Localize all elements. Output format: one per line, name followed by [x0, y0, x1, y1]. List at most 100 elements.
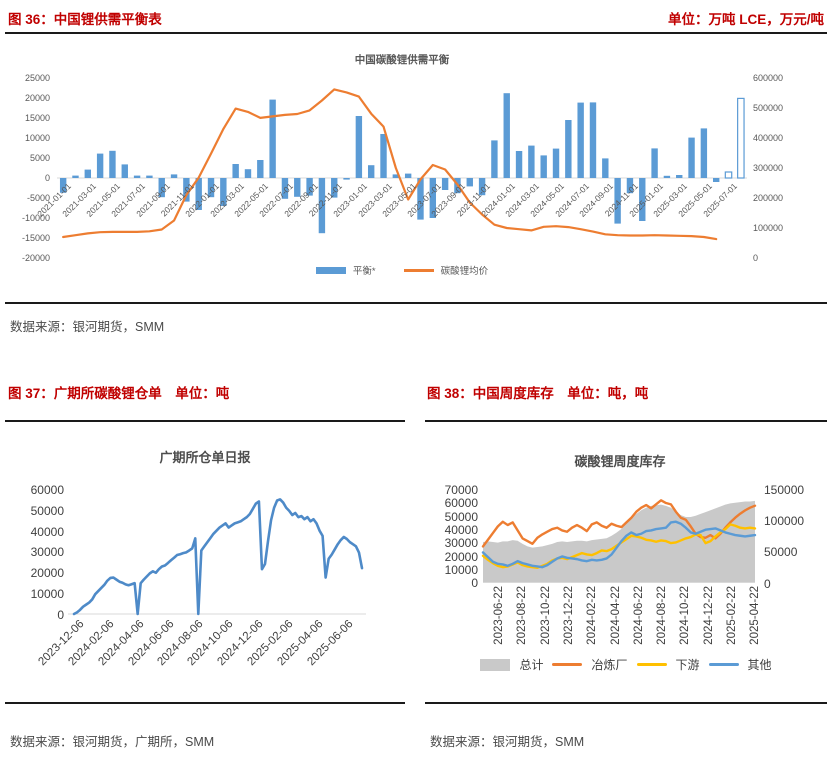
figure38-header: 图 38：中国周度库存 单位：吨，吨	[427, 386, 649, 401]
source-caption-top: 数据来源：银河期货，SMM	[10, 320, 165, 334]
chart36-legend: 平衡* 碳酸锂均价	[57, 263, 747, 277]
balance-bar	[84, 169, 92, 178]
balance-bar	[146, 175, 153, 178]
total-legend-label: 总计	[519, 658, 544, 672]
divider-bottom-left	[5, 702, 405, 704]
x-tick: 2024-12-22	[702, 586, 715, 645]
divider-38	[425, 420, 827, 422]
price-swatch	[403, 268, 434, 272]
y-tick: 20000	[30, 566, 64, 581]
downstream-swatch	[636, 662, 667, 667]
balance-bar	[737, 97, 745, 179]
balance-bar	[133, 175, 141, 178]
balance-bar	[158, 178, 165, 198]
balance-bar	[466, 178, 473, 187]
source-caption-right: 数据来源：银河期货，SMM	[430, 735, 585, 749]
balance-bar	[478, 178, 486, 196]
source-caption-left: 数据来源：银河期货，广期所，SMM	[10, 735, 215, 749]
x-tick: 2024-08-22	[656, 586, 669, 645]
downstream-legend-label: 下游	[675, 658, 700, 672]
y-tick-right: 100000	[764, 514, 805, 529]
price-line	[62, 88, 718, 241]
smelter-legend-label: 冶炼厂	[591, 658, 628, 672]
balance-bar	[724, 171, 733, 179]
y-tick-right: 50000	[764, 545, 798, 560]
balance-bar	[59, 178, 67, 193]
chart37-title: 广期所仓单日报	[159, 450, 251, 465]
inventory-line	[481, 499, 757, 548]
balance-bar	[121, 164, 128, 178]
other-legend-label: 其他	[747, 658, 772, 672]
other-swatch	[708, 662, 739, 667]
balance-bar	[232, 164, 239, 178]
x-tick: 2024-06-22	[632, 586, 645, 645]
figure37-header: 图 37：广期所碳酸锂仓单 单位：吨	[8, 386, 230, 401]
balance-bar	[602, 158, 609, 178]
smelter-swatch	[552, 662, 583, 667]
x-tick: 2023-08-22	[516, 586, 529, 645]
balance-bar	[528, 145, 535, 178]
y-tick-right: 150000	[764, 483, 805, 497]
balance-bar	[195, 178, 202, 210]
figure36-unit: 单位：万吨 LCE，万元/吨	[667, 12, 824, 27]
y-tick-left: 25000	[24, 73, 50, 83]
y-tick-left: 50000	[444, 509, 478, 524]
y-tick-left: -5000	[26, 193, 50, 203]
y-tick-right: 600000	[753, 73, 784, 83]
y-tick-right: 0	[764, 576, 771, 591]
balance-bar	[589, 102, 597, 178]
y-tick-right: 300000	[753, 163, 784, 173]
balance-bar	[429, 178, 437, 218]
balance-bar	[441, 178, 449, 190]
y-tick: 10000	[30, 587, 64, 602]
y-tick-left: -15000	[21, 233, 50, 243]
balance-bar	[540, 155, 547, 178]
y-tick-left: 10000	[444, 563, 478, 578]
chart38-title: 碳酸锂周度库存	[574, 454, 666, 469]
y-tick-left: 40000	[444, 523, 478, 538]
y-tick: 50000	[30, 503, 64, 518]
balance-bar	[367, 165, 375, 178]
balance-bar	[626, 178, 634, 194]
x-tick: 2024-02-22	[586, 586, 599, 645]
warehouse-line	[72, 498, 364, 616]
x-tick: 2025-02-22	[726, 586, 738, 645]
balance-bar	[614, 178, 621, 224]
balance-bar	[355, 116, 363, 178]
y-tick-left: -20000	[21, 253, 50, 263]
x-tick: 2023-06-22	[493, 586, 505, 645]
y-tick-left: -10000	[21, 213, 50, 223]
y-tick-left: 70000	[444, 483, 478, 497]
y-tick-right: 0	[753, 253, 759, 263]
balance-bar	[380, 134, 387, 178]
balance-bar	[257, 160, 264, 178]
x-tick: 2023-12-22	[562, 586, 575, 645]
balance-bar	[676, 175, 683, 178]
balance-bar	[491, 140, 498, 178]
x-tick: 2025-04-22	[749, 586, 762, 645]
balance-bar	[318, 178, 326, 234]
balance-bar	[688, 137, 695, 178]
balance-bar	[170, 174, 178, 178]
y-tick-left: 5000	[29, 153, 50, 163]
balance-bar	[269, 99, 276, 178]
y-tick-right: 100000	[753, 223, 784, 233]
y-tick-right: 400000	[753, 133, 784, 143]
balance-bar	[294, 178, 301, 197]
balance-bar	[207, 178, 215, 198]
y-tick-left: 10000	[24, 133, 50, 143]
balance-bar	[96, 153, 104, 178]
balance-bar	[281, 178, 289, 199]
balance-bar	[404, 173, 412, 178]
balance-bar	[651, 148, 658, 178]
chart36-title: 中国碳酸锂供需平衡	[354, 54, 450, 66]
balance-legend-label: 平衡*	[352, 266, 376, 277]
y-tick: 30000	[30, 545, 64, 560]
price-legend-label: 碳酸锂均价	[440, 266, 489, 277]
y-tick-left: 20000	[24, 93, 50, 103]
x-tick: 2024-10-22	[679, 586, 692, 645]
divider-37	[5, 420, 405, 422]
balance-bar	[552, 148, 560, 178]
balance-bar	[220, 178, 227, 206]
